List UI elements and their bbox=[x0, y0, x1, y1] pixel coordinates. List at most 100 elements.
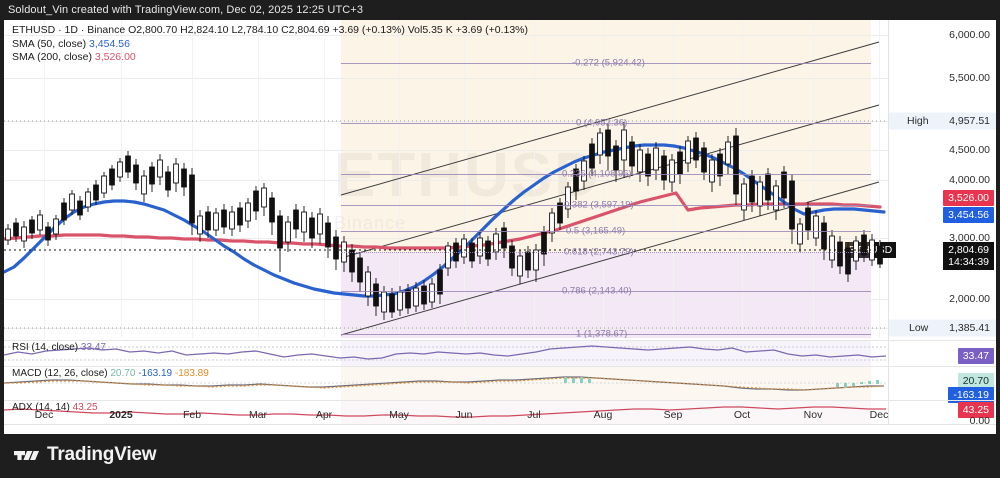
time-label: Feb bbox=[182, 409, 202, 421]
gridline bbox=[44, 20, 45, 338]
adx-svg bbox=[4, 401, 886, 424]
gridline bbox=[4, 299, 888, 300]
tradingview-wordmark: TradingView bbox=[47, 444, 157, 465]
chart-frame: ETHUSD Binance bbox=[4, 20, 996, 434]
macd-signal-value: -183.89 bbox=[174, 368, 209, 379]
time-axis[interactable]: Dec 2025 Feb Mar Apr May Jun Jul Aug Sep… bbox=[4, 409, 996, 434]
fib-line-0 bbox=[341, 123, 871, 124]
fib-line-0.382 bbox=[341, 205, 871, 206]
sma50-price-badge: 3,454.56 bbox=[943, 207, 994, 223]
time-label: Dec bbox=[869, 409, 889, 421]
time-label: Nov bbox=[803, 409, 823, 421]
macd-line-value-badge: -163.19 bbox=[948, 387, 994, 403]
fib-label--0.272: -0.272 (5,924.42) bbox=[572, 57, 645, 69]
last-price-value: 2,804.69 bbox=[948, 244, 989, 256]
fib-label-0: 0 (4,952.36) bbox=[576, 117, 628, 129]
fib-line-0.236 bbox=[341, 174, 871, 175]
time-label: Jul bbox=[527, 409, 541, 421]
gridline bbox=[4, 328, 888, 329]
gridline bbox=[813, 20, 814, 338]
last-price-box: 2,804.69 14:34:39 bbox=[943, 242, 994, 270]
price-tick: 2,000.00 bbox=[949, 293, 990, 305]
gridline bbox=[4, 180, 888, 181]
macd-signal-line bbox=[4, 377, 885, 391]
time-label: Jun bbox=[455, 409, 473, 421]
last-price-time: 14:34:39 bbox=[948, 256, 989, 268]
time-label: Mar bbox=[248, 409, 268, 421]
high-label: High bbox=[907, 115, 929, 127]
time-label: Apr bbox=[315, 409, 333, 421]
fib-line-1 bbox=[341, 334, 871, 335]
fib-line-0.618 bbox=[341, 252, 871, 253]
gridline bbox=[399, 20, 400, 338]
adx-legend-label: ADX (14, 14) bbox=[12, 402, 70, 413]
price-plot-area[interactable]: ETHUSD Binance bbox=[4, 20, 888, 338]
adx-value-badge: 43.25 bbox=[957, 402, 994, 418]
tradingview-logo: TradingView bbox=[14, 444, 157, 466]
time-label: Aug bbox=[593, 409, 613, 421]
rsi-line bbox=[4, 345, 887, 360]
low-label: Low bbox=[909, 322, 929, 334]
fib-label-0.786: 0.786 (2,143.40) bbox=[562, 285, 632, 297]
rsi-legend-label: RSI (14, close) bbox=[12, 342, 79, 353]
fib-label-0.5: 0.5 (3,165.49) bbox=[566, 225, 626, 237]
gridline bbox=[4, 150, 888, 151]
high-value: 4,957.51 bbox=[949, 115, 990, 127]
rsi-pane[interactable]: RSI (14, close) 33.47 bbox=[4, 341, 888, 366]
macd-line-value: -163.19 bbox=[138, 368, 173, 379]
macd-pane[interactable]: MACD (12, 26, close) 20.70 -163.19 -183.… bbox=[4, 367, 888, 400]
pane-separator bbox=[4, 400, 996, 401]
fib-line--0.272 bbox=[341, 63, 871, 64]
footer-bar: TradingView bbox=[0, 434, 1000, 478]
high-tick-band bbox=[889, 112, 996, 130]
time-label: Dec bbox=[34, 409, 54, 421]
channel-upper-line bbox=[340, 41, 880, 196]
time-label: Sep bbox=[663, 409, 683, 421]
price-tick: 5,500.00 bbox=[949, 72, 990, 84]
rsi-legend-value: 33.47 bbox=[80, 342, 106, 353]
fib-label-0.618: 0.618 (2,743.79) bbox=[564, 246, 634, 258]
adx-line bbox=[4, 406, 886, 418]
price-tick: 6,000.00 bbox=[949, 29, 990, 41]
watermark-exchange: Binance bbox=[334, 213, 407, 233]
fib-line-0.786 bbox=[341, 291, 871, 292]
price-tick: 3,000.00 bbox=[949, 232, 990, 244]
rsi-legend: RSI (14, close) 33.47 bbox=[12, 342, 106, 353]
tradingview-mark-icon bbox=[14, 450, 39, 460]
pane-separator bbox=[4, 366, 996, 367]
gridline bbox=[534, 20, 535, 338]
gridline bbox=[4, 121, 888, 122]
gridline bbox=[464, 20, 465, 338]
time-label: Oct bbox=[733, 409, 751, 421]
fib-label-0.236: 0.236 (4,108.96) bbox=[562, 168, 632, 180]
channel-mid-line bbox=[340, 104, 880, 259]
macd-legend-label: MACD (12, 26, close) bbox=[12, 368, 108, 379]
macd-hist-value-badge: 20.70 bbox=[957, 373, 994, 389]
attribution-text: Soldout_Vin created with TradingView.com… bbox=[8, 4, 364, 16]
adx-pane[interactable]: ADX (14, 14) 43.25 bbox=[4, 401, 888, 424]
gridline bbox=[324, 20, 325, 338]
adx-legend-value: 43.25 bbox=[72, 402, 98, 413]
pane-separator bbox=[4, 340, 996, 341]
chart-watermark: ETHUSD Binance bbox=[334, 140, 601, 234]
sma200-price-badge: 3,526.00 bbox=[943, 190, 994, 206]
fib-label-1: 1 (1,378.67) bbox=[576, 328, 628, 339]
rsi-svg bbox=[4, 341, 888, 366]
gridline bbox=[742, 20, 743, 338]
macd-histogram bbox=[564, 377, 879, 388]
macd-hist-value: 20.70 bbox=[110, 368, 136, 379]
time-label: May bbox=[389, 409, 409, 421]
rsi-value-badge: 33.47 bbox=[957, 348, 994, 364]
gridline bbox=[258, 20, 259, 338]
gridline bbox=[4, 35, 888, 36]
gridline bbox=[121, 20, 122, 338]
price-tick: 4,500.00 bbox=[949, 144, 990, 156]
watermark-symbol: ETHUSD bbox=[334, 141, 601, 210]
chart-overlay-svg bbox=[4, 41, 888, 336]
gridline bbox=[603, 20, 604, 338]
macd-legend: MACD (12, 26, close) 20.70 -163.19 -183.… bbox=[12, 368, 209, 379]
gridline bbox=[4, 238, 888, 239]
fib-label-0.382: 0.382 (3,597.19) bbox=[564, 199, 634, 211]
price-scale[interactable]: 6,000.00 5,500.00 High 4,957.51 4,500.00… bbox=[845, 20, 996, 427]
